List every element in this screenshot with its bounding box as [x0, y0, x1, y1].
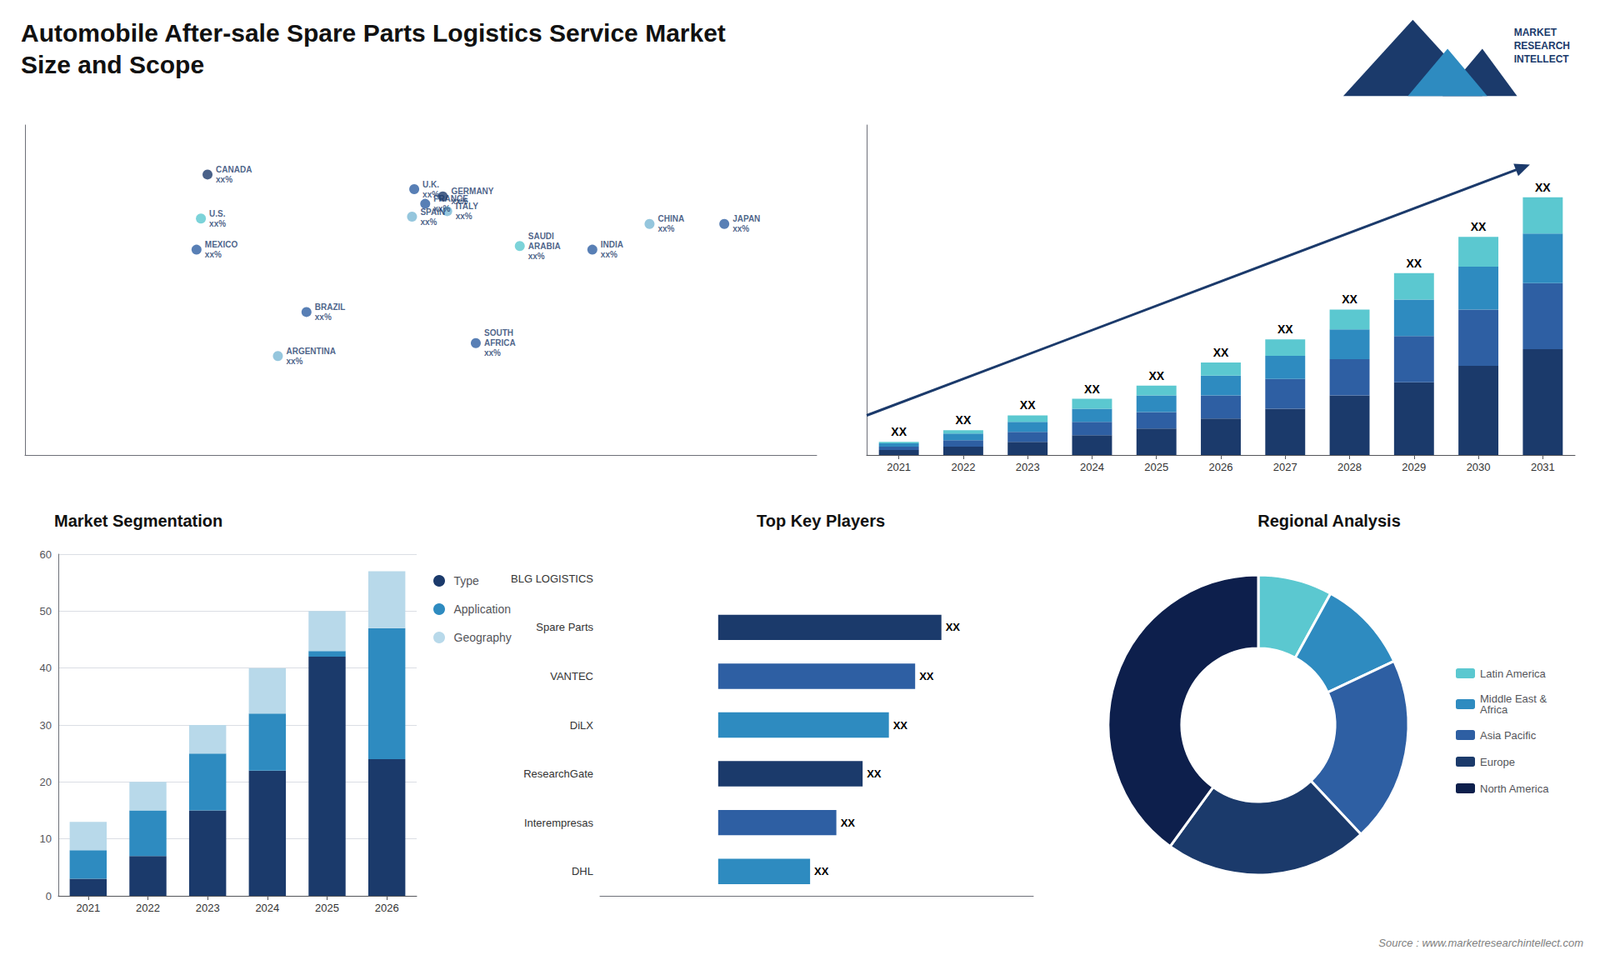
- svg-text:Top Key Players: Top Key Players: [756, 511, 885, 530]
- svg-text:2029: 2029: [1401, 460, 1426, 474]
- svg-text:XX: XX: [945, 620, 961, 634]
- svg-text:xx%: xx%: [484, 348, 501, 358]
- svg-text:Automobile After-sale Spare Pa: Automobile After-sale Spare Parts Logist…: [20, 19, 726, 47]
- svg-text:ARABIA: ARABIA: [528, 241, 561, 251]
- svg-text:2021: 2021: [886, 460, 911, 474]
- svg-text:2023: 2023: [195, 901, 220, 915]
- svg-text:DHL: DHL: [571, 865, 594, 878]
- svg-text:RESEARCH: RESEARCH: [1514, 40, 1570, 52]
- svg-text:XX: XX: [1535, 180, 1551, 195]
- svg-text:2021: 2021: [75, 901, 100, 915]
- svg-text:Size and Scope: Size and Scope: [20, 50, 205, 79]
- svg-text:2027: 2027: [1273, 460, 1298, 474]
- svg-text:XX: XX: [1341, 292, 1358, 306]
- svg-text:Africa: Africa: [1480, 703, 1509, 716]
- svg-text:xx%: xx%: [285, 356, 303, 366]
- svg-text:xx%: xx%: [420, 217, 437, 227]
- svg-text:INDIA: INDIA: [600, 240, 624, 250]
- svg-text:2024: 2024: [1080, 460, 1105, 474]
- svg-text:60: 60: [40, 548, 52, 561]
- svg-text:XX: XX: [919, 670, 935, 683]
- svg-text:DiLX: DiLX: [570, 719, 595, 732]
- svg-text:Source : www.marketresearchint: Source : www.marketresearchintellect.com: [1378, 936, 1584, 950]
- svg-text:Type: Type: [454, 574, 480, 588]
- svg-text:xx%: xx%: [215, 175, 233, 185]
- svg-text:BLG LOGISTICS: BLG LOGISTICS: [510, 572, 594, 585]
- svg-text:2026: 2026: [375, 901, 400, 915]
- svg-text:xx%: xx%: [455, 211, 473, 221]
- svg-text:MARKET: MARKET: [1514, 26, 1558, 39]
- svg-text:Latin America: Latin America: [1480, 667, 1547, 680]
- svg-text:Regional Analysis: Regional Analysis: [1257, 511, 1401, 530]
- svg-text:CANADA: CANADA: [215, 165, 252, 175]
- svg-text:CHINA: CHINA: [657, 214, 685, 224]
- svg-text:U.K.: U.K.: [422, 180, 440, 190]
- svg-text:30: 30: [40, 719, 52, 732]
- svg-text:INTELLECT: INTELLECT: [1514, 53, 1570, 65]
- svg-text:MEXICO: MEXICO: [205, 240, 239, 250]
- svg-text:SPAIN: SPAIN: [420, 207, 445, 217]
- svg-text:Market Segmentation: Market Segmentation: [54, 511, 223, 530]
- svg-text:2025: 2025: [1144, 460, 1169, 474]
- svg-text:xx%: xx%: [422, 189, 440, 199]
- svg-text:VANTEC: VANTEC: [550, 670, 594, 683]
- svg-text:XX: XX: [1020, 398, 1036, 412]
- svg-text:XX: XX: [840, 816, 856, 830]
- svg-text:XX: XX: [1213, 345, 1230, 360]
- svg-text:50: 50: [40, 605, 52, 618]
- svg-text:xx%: xx%: [528, 251, 545, 261]
- svg-text:ITALY: ITALY: [455, 201, 480, 211]
- svg-text:AFRICA: AFRICA: [484, 338, 516, 348]
- svg-text:ResearchGate: ResearchGate: [523, 767, 594, 780]
- svg-text:U.S.: U.S.: [209, 209, 226, 219]
- svg-text:Europe: Europe: [1480, 755, 1515, 769]
- svg-text:xx%: xx%: [600, 250, 618, 260]
- svg-text:XX: XX: [893, 719, 909, 732]
- svg-text:JAPAN: JAPAN: [732, 214, 760, 224]
- svg-text:2030: 2030: [1466, 460, 1491, 474]
- svg-text:Interempresas: Interempresas: [524, 816, 595, 830]
- svg-text:SOUTH: SOUTH: [484, 328, 514, 338]
- svg-text:Geography: Geography: [454, 630, 512, 645]
- svg-text:XX: XX: [814, 865, 830, 878]
- svg-text:XX: XX: [866, 767, 882, 780]
- svg-text:2031: 2031: [1530, 460, 1555, 474]
- svg-text:xx%: xx%: [205, 250, 222, 260]
- svg-text:GERMANY: GERMANY: [450, 186, 494, 196]
- svg-text:XX: XX: [1084, 382, 1100, 396]
- svg-text:xx%: xx%: [209, 219, 226, 229]
- svg-text:20: 20: [40, 775, 52, 789]
- svg-text:2025: 2025: [315, 901, 340, 915]
- svg-text:BRAZIL: BRAZIL: [315, 302, 346, 312]
- svg-text:XX: XX: [890, 425, 907, 439]
- svg-text:XX: XX: [955, 413, 972, 427]
- svg-text:ARGENTINA: ARGENTINA: [285, 346, 335, 356]
- svg-text:2023: 2023: [1015, 460, 1040, 474]
- svg-text:XX: XX: [1277, 322, 1294, 336]
- svg-text:2028: 2028: [1337, 460, 1362, 474]
- svg-text:Spare Parts: Spare Parts: [535, 620, 594, 634]
- svg-text:2024: 2024: [255, 901, 280, 915]
- svg-text:SAUDI: SAUDI: [528, 231, 555, 241]
- svg-text:xx%: xx%: [732, 224, 750, 234]
- svg-text:2022: 2022: [135, 901, 160, 915]
- svg-text:xx%: xx%: [315, 312, 332, 322]
- svg-text:10: 10: [40, 832, 52, 845]
- svg-text:XX: XX: [1148, 369, 1165, 383]
- svg-text:0: 0: [45, 890, 52, 903]
- svg-text:XX: XX: [1470, 220, 1487, 234]
- svg-text:xx%: xx%: [657, 224, 675, 234]
- svg-text:North America: North America: [1480, 782, 1550, 795]
- svg-text:40: 40: [40, 661, 52, 675]
- svg-text:2022: 2022: [950, 460, 975, 474]
- svg-text:2026: 2026: [1209, 460, 1234, 474]
- svg-text:XX: XX: [1405, 256, 1422, 270]
- svg-text:Application: Application: [454, 602, 512, 616]
- svg-text:Middle East &: Middle East &: [1480, 692, 1547, 705]
- svg-text:Asia Pacific: Asia Pacific: [1480, 729, 1537, 742]
